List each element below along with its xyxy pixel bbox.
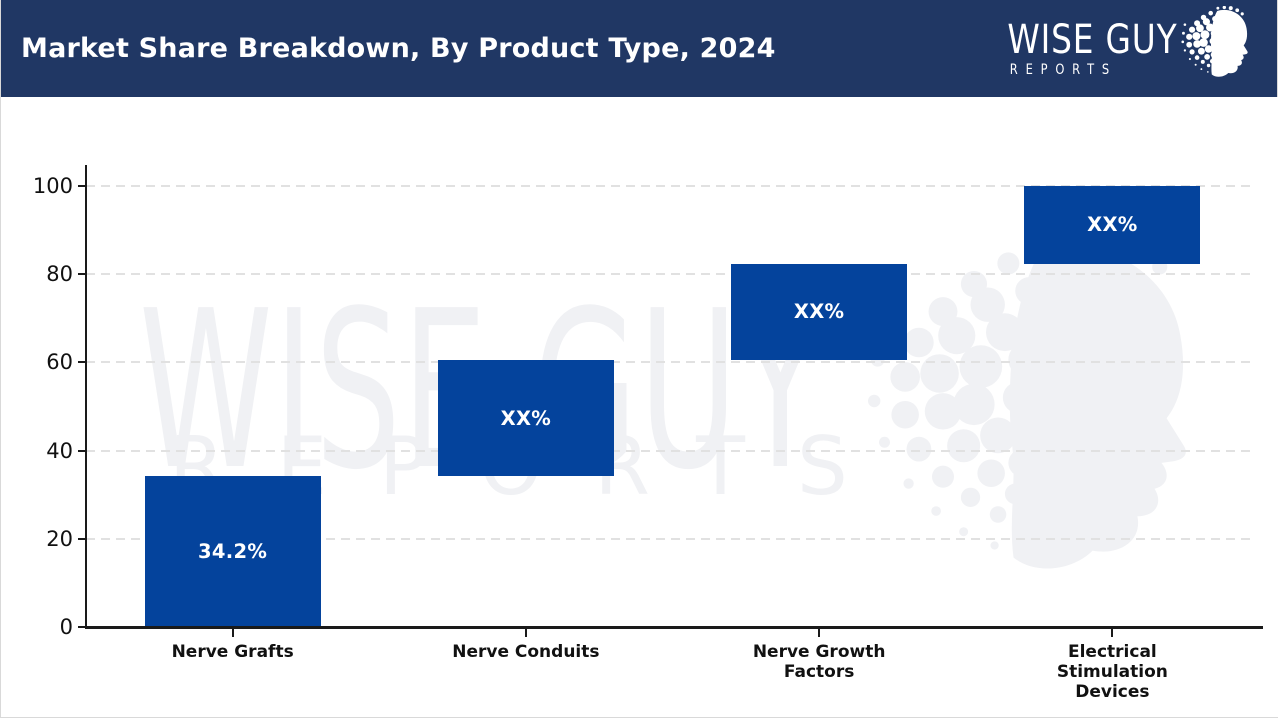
category-label-line: Electrical [1067,642,1157,662]
bar-value-label: XX% [1087,213,1138,237]
bar: XX% [437,360,614,477]
category-label-line: Factors [783,662,855,682]
y-tick-label: 20 [46,526,73,551]
y-gridline [86,361,1254,364]
y-tick-label: 80 [46,262,73,287]
x-axis-tick [231,628,234,637]
category-label: Electrical Stimulation Devices [982,642,1242,702]
y-axis-tick [78,361,85,364]
header: Market Share Breakdown, By Product Type,… [1,0,1277,97]
bar-value-label: 34.2% [198,540,268,564]
category-label: Nerve Conduits [396,642,656,662]
category-label: Nerve Grafts [103,642,363,662]
bar: XX% [1024,186,1201,264]
y-tick-label: 0 [59,615,73,639]
bar: 34.2% [144,476,321,627]
y-axis-tick [78,273,85,276]
page-title: Market Share Breakdown, By Product Type,… [21,33,776,64]
x-axis-tick [524,628,527,637]
y-tick-label: 100 [32,174,73,198]
logo-subtitle-text: REPORTS [1009,61,1117,78]
bar-value-label: XX% [500,406,552,430]
brand-logo: WISE GUY REPORTS [970,5,1259,92]
x-axis-line [86,626,1263,629]
brand-wordmark: WISE GUY REPORTS [1007,20,1177,78]
bar: XX% [731,263,908,361]
category-label-line: Nerve Growth [752,642,886,662]
y-axis-tick [78,537,85,540]
y-gridline [86,273,1254,276]
category-label-line: Nerve Conduits [452,642,600,662]
y-axis-tick [78,626,85,628]
x-axis-tick [818,628,821,637]
category-label-line: Stimulation [1056,662,1168,682]
logo-name-text: WISE GUY [1006,16,1177,63]
category-label: Nerve Growth Factors [689,642,949,682]
face-profile-logo-icon [1181,5,1248,77]
category-label-line: Nerve Grafts [171,642,294,662]
x-axis-tick [1111,628,1114,637]
y-gridline [86,537,1254,540]
y-tick-label: 60 [46,350,73,375]
category-label-line: Devices [1075,682,1150,702]
y-gridline [86,449,1254,452]
y-axis-tick [78,185,85,187]
y-gridline [86,185,1254,187]
y-axis-line [85,165,87,629]
chart-area: WISE GUY REPORTS 02040608010034.2%Nerve … [1,97,1279,717]
y-tick-label: 40 [46,438,73,463]
y-axis-tick [78,449,85,452]
bar-value-label: XX% [793,300,845,324]
